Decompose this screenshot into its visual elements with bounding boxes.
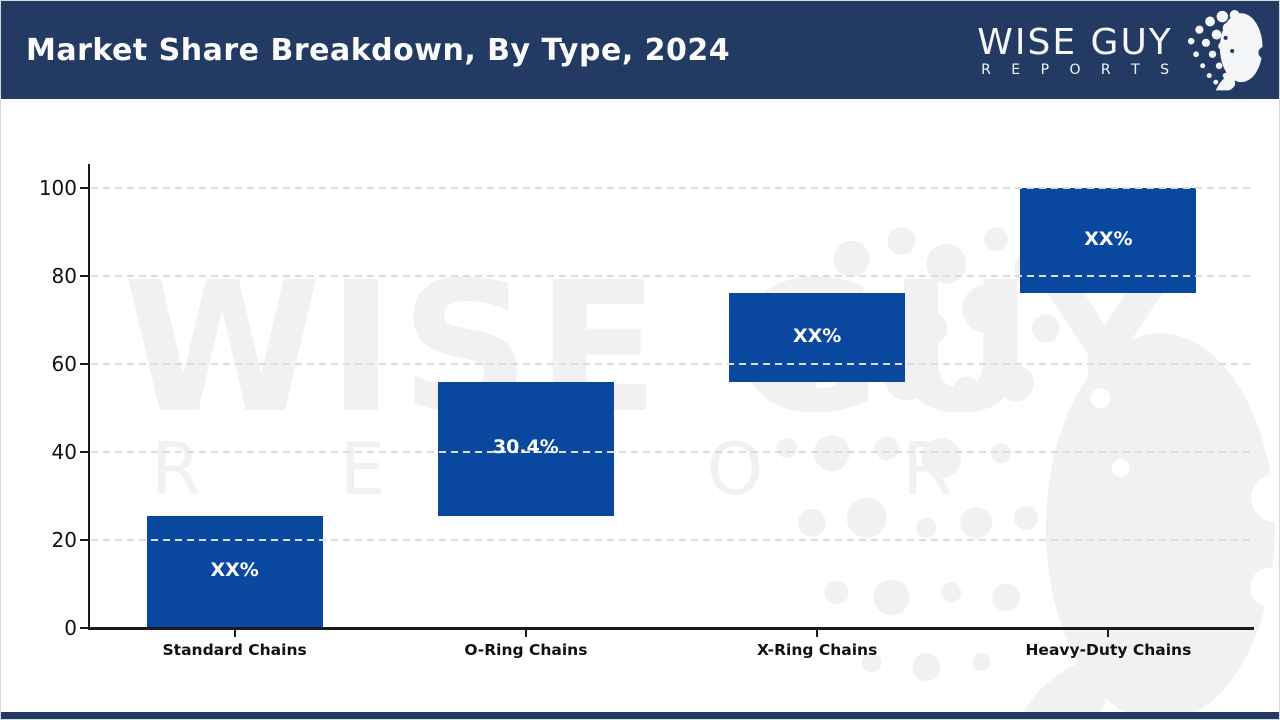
x-category-label: X-Ring Chains [756,641,878,659]
x-axis-line [88,627,1254,630]
gridline [91,363,1254,365]
y-tick-label: 100 [38,176,77,200]
brand-logo-text: WISE GUY R E P O R T S [973,21,1177,79]
x-category-label: Standard Chains [162,641,307,659]
y-tick-mark [80,187,89,189]
y-tick-mark [80,275,89,277]
bar-segment [146,515,323,628]
bar-value-label: XX% [210,558,259,581]
y-tick-label: 60 [51,352,77,376]
footer-strip [1,712,1279,719]
y-tick-mark [80,539,89,541]
y-tick-mark [80,363,89,365]
y-tick-label: 80 [51,264,77,288]
bar-value-label: XX% [1084,227,1133,250]
bar-value-label: XX% [792,324,842,347]
x-tick-mark [816,630,819,637]
brand-head-icon [1187,10,1265,91]
brand-logo-name: WISE GUY [977,21,1173,63]
x-tick-mark [233,630,236,637]
y-tick-mark [80,627,89,629]
header-bar: Market Share Breakdown, By Type, 2024 WI… [1,1,1279,99]
bar-value-label: 30.4% [492,435,559,458]
brand-logo-subtitle: R E P O R T S [981,62,1177,79]
page-title: Market Share Breakdown, By Type, 2024 [26,33,731,68]
bar-segment [437,382,614,516]
x-category-label: O-Ring Chains [464,641,588,659]
brand-logo: WISE GUY R E P O R T S [973,7,1265,95]
gridline [91,451,1254,453]
gridline [91,275,1254,277]
y-tick-mark [80,451,89,453]
x-category-label: Heavy-Duty Chains [1025,641,1192,659]
y-tick-label: 0 [64,616,77,640]
gridline [91,187,1254,189]
y-tick-label: 20 [51,528,77,552]
x-tick-mark [1107,630,1110,637]
gridline [91,539,1254,541]
y-tick-label: 40 [51,440,77,464]
bar-segment [729,293,906,383]
x-tick-mark [524,630,527,637]
y-axis-line [88,164,90,629]
